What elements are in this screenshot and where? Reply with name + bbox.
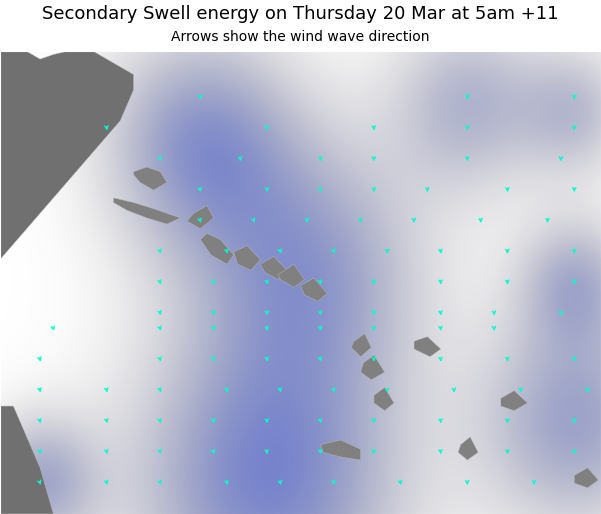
- Polygon shape: [575, 468, 599, 488]
- Polygon shape: [187, 206, 214, 229]
- Polygon shape: [374, 388, 394, 411]
- Polygon shape: [133, 167, 167, 190]
- Polygon shape: [414, 337, 441, 357]
- Polygon shape: [278, 264, 305, 287]
- Text: Secondary Swell energy on Thursday 20 Mar at 5am +11: Secondary Swell energy on Thursday 20 Ma…: [42, 5, 559, 24]
- Polygon shape: [351, 334, 371, 357]
- Polygon shape: [300, 278, 327, 301]
- Polygon shape: [0, 406, 53, 514]
- Polygon shape: [200, 233, 234, 264]
- Polygon shape: [260, 256, 287, 280]
- Polygon shape: [114, 198, 180, 224]
- Polygon shape: [320, 440, 361, 460]
- Polygon shape: [234, 246, 260, 270]
- Polygon shape: [0, 51, 133, 260]
- Polygon shape: [458, 437, 478, 460]
- Text: Arrows show the wind wave direction: Arrows show the wind wave direction: [171, 30, 430, 44]
- Polygon shape: [501, 391, 528, 411]
- Polygon shape: [361, 355, 385, 380]
